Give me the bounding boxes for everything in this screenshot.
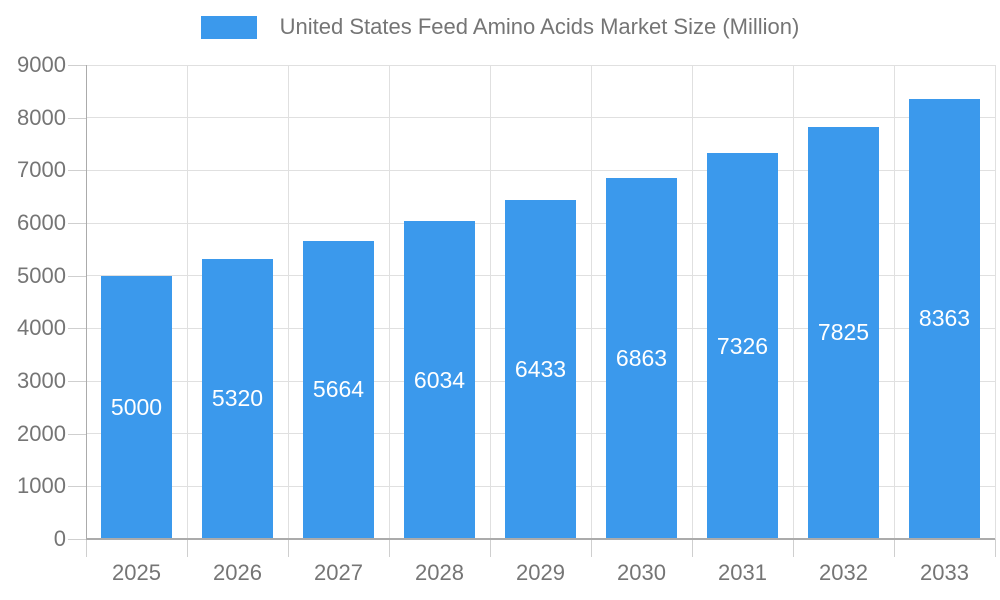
y-gridline bbox=[86, 64, 995, 66]
y-tick-label: 9000 bbox=[17, 52, 66, 77]
x-tick-label: 2027 bbox=[314, 560, 363, 585]
x-tick bbox=[692, 539, 693, 557]
chart-legend[interactable]: United States Feed Amino Acids Market Si… bbox=[0, 14, 1000, 40]
bar[interactable]: 5320 bbox=[202, 258, 273, 539]
bar-value-label: 7825 bbox=[817, 319, 870, 346]
x-gridline bbox=[187, 65, 188, 539]
y-tick-label: 1000 bbox=[17, 473, 66, 499]
x-tick bbox=[591, 539, 592, 557]
y-tick bbox=[68, 65, 86, 66]
x-gridline bbox=[793, 65, 794, 539]
bar[interactable]: 5664 bbox=[303, 240, 374, 539]
y-tick bbox=[68, 486, 86, 488]
x-axis-line bbox=[86, 538, 995, 540]
y-tick-label: 3000 bbox=[17, 368, 66, 393]
y-tick bbox=[68, 381, 86, 382]
x-tick-label: 2033 bbox=[920, 560, 969, 585]
x-tick bbox=[793, 539, 794, 557]
chart-title: United States Feed Amino Acids Market Si… bbox=[279, 14, 800, 39]
y-tick bbox=[68, 275, 86, 277]
y-tick bbox=[68, 539, 86, 540]
bar-value-label: 6034 bbox=[413, 366, 466, 393]
y-gridline bbox=[86, 169, 995, 171]
y-tick bbox=[68, 328, 86, 330]
x-tick-label: 2025 bbox=[112, 560, 161, 585]
bar-value-label: 6433 bbox=[514, 356, 567, 383]
bar[interactable]: 7326 bbox=[707, 153, 778, 539]
y-tick-label: 2000 bbox=[17, 420, 66, 446]
x-tick-label: 2026 bbox=[213, 560, 262, 585]
bar[interactable]: 7825 bbox=[808, 126, 879, 539]
x-tick-label: 2030 bbox=[617, 560, 666, 585]
x-tick-label: 2031 bbox=[718, 560, 767, 585]
y-tick bbox=[68, 170, 86, 172]
x-gridline bbox=[288, 65, 289, 539]
x-tick bbox=[490, 539, 491, 557]
y-tick-label: 0 bbox=[53, 526, 66, 551]
y-tick bbox=[68, 223, 86, 224]
y-tick bbox=[68, 117, 86, 119]
x-gridline bbox=[490, 65, 491, 539]
y-tick-label: 4000 bbox=[17, 315, 66, 341]
bar[interactable]: 8363 bbox=[909, 98, 980, 539]
x-tick bbox=[86, 539, 87, 557]
bar-value-label: 5320 bbox=[211, 385, 264, 412]
bar-value-label: 5000 bbox=[110, 393, 163, 420]
bar[interactable]: 5000 bbox=[101, 275, 172, 539]
x-gridline bbox=[894, 65, 895, 539]
bar[interactable]: 6863 bbox=[606, 177, 677, 539]
x-tick bbox=[995, 539, 996, 557]
x-tick-label: 2032 bbox=[819, 560, 868, 585]
y-tick-label: 5000 bbox=[17, 262, 66, 288]
x-tick bbox=[894, 539, 895, 557]
bar-value-label: 5664 bbox=[312, 376, 365, 403]
x-gridline bbox=[692, 65, 693, 539]
bar[interactable]: 6034 bbox=[404, 221, 475, 539]
bar-value-label: 6863 bbox=[615, 344, 668, 371]
y-axis-line bbox=[86, 65, 87, 539]
x-tick bbox=[187, 539, 188, 557]
bar-value-label: 8363 bbox=[918, 305, 971, 332]
x-tick-label: 2029 bbox=[516, 560, 565, 585]
y-tick-label: 8000 bbox=[17, 104, 66, 130]
y-tick-label: 7000 bbox=[17, 157, 66, 183]
x-tick bbox=[389, 539, 390, 557]
y-tick-label: 6000 bbox=[17, 210, 66, 235]
x-tick bbox=[288, 539, 289, 557]
x-gridline bbox=[591, 65, 592, 539]
x-gridline bbox=[389, 65, 390, 539]
legend-swatch[interactable] bbox=[200, 15, 257, 39]
x-tick-label: 2028 bbox=[415, 560, 464, 585]
bar[interactable]: 6433 bbox=[505, 200, 576, 539]
y-tick bbox=[68, 433, 86, 435]
bar-value-label: 7326 bbox=[716, 332, 769, 359]
x-gridline bbox=[995, 65, 996, 539]
y-gridline bbox=[86, 117, 995, 119]
